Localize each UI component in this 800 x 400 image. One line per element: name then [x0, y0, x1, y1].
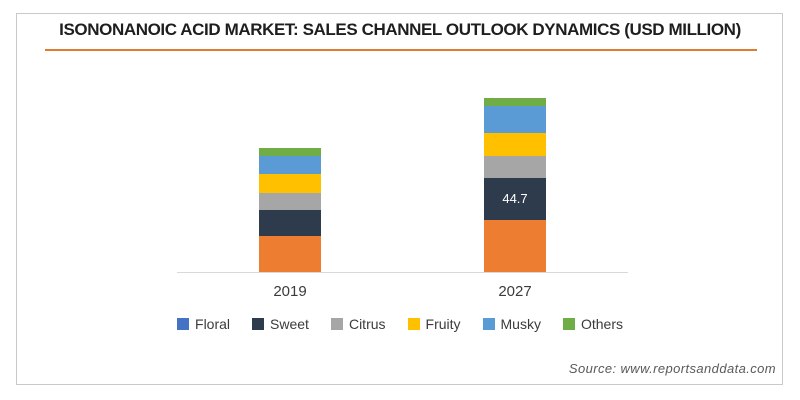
segment-sweet-2019: [259, 210, 321, 237]
legend-label-sweet: Sweet: [270, 316, 309, 332]
legend-label-others: Others: [580, 316, 623, 332]
chart-title: ISONONANOIC ACID MARKET: SALES CHANNEL O…: [59, 20, 741, 39]
legend-label-citrus: Citrus: [348, 316, 386, 332]
title-underline: [45, 49, 757, 51]
legend-label-floral: Floral: [195, 316, 231, 332]
segment-musky-2019: [259, 156, 321, 175]
segment-citrus-2019: [259, 193, 321, 211]
segment-others-2019: [259, 148, 321, 157]
segment-musky-2027: [484, 105, 546, 134]
source-credit: Source: www.reportsanddata.com: [568, 361, 776, 376]
legend-label-musky: Musky: [500, 316, 541, 332]
figure-border: [16, 13, 783, 385]
legend-swatch-sweet: [252, 318, 265, 330]
segment-others-2027: [484, 98, 546, 106]
segment-citrus-2027: [484, 156, 546, 178]
x-axis-label-2027: 2027: [498, 283, 532, 300]
legend-item-others: Others: [562, 316, 623, 332]
bar-2027: 44.7: [484, 98, 546, 272]
x-axis-label-2019: 2019: [273, 283, 307, 300]
legend-swatch-floral: [177, 318, 190, 330]
segment-floral-2027: [484, 220, 546, 272]
legend-item-floral: Floral: [177, 316, 230, 332]
x-axis-line: [177, 272, 628, 273]
legend-item-fruity: Fruity: [407, 316, 461, 332]
legend-item-musky: Musky: [482, 316, 541, 332]
segment-fruity-2027: [484, 133, 546, 157]
legend-label-fruity: Fruity: [425, 316, 461, 332]
legend-swatch-musky: [482, 318, 495, 330]
data-label: 44.7: [502, 191, 528, 207]
chart-legend: Floral Sweet Citrus Fruity Musky Others: [0, 316, 800, 332]
segment-sweet-2027: 44.7: [484, 177, 546, 221]
legend-swatch-citrus: [330, 318, 343, 330]
segment-fruity-2019: [259, 174, 321, 194]
legend-swatch-fruity: [407, 318, 420, 330]
legend-item-citrus: Citrus: [330, 316, 386, 332]
bar-2019: [259, 148, 321, 272]
segment-floral-2019: [259, 236, 321, 272]
legend-swatch-others: [562, 318, 575, 330]
legend-item-sweet: Sweet: [252, 316, 309, 332]
